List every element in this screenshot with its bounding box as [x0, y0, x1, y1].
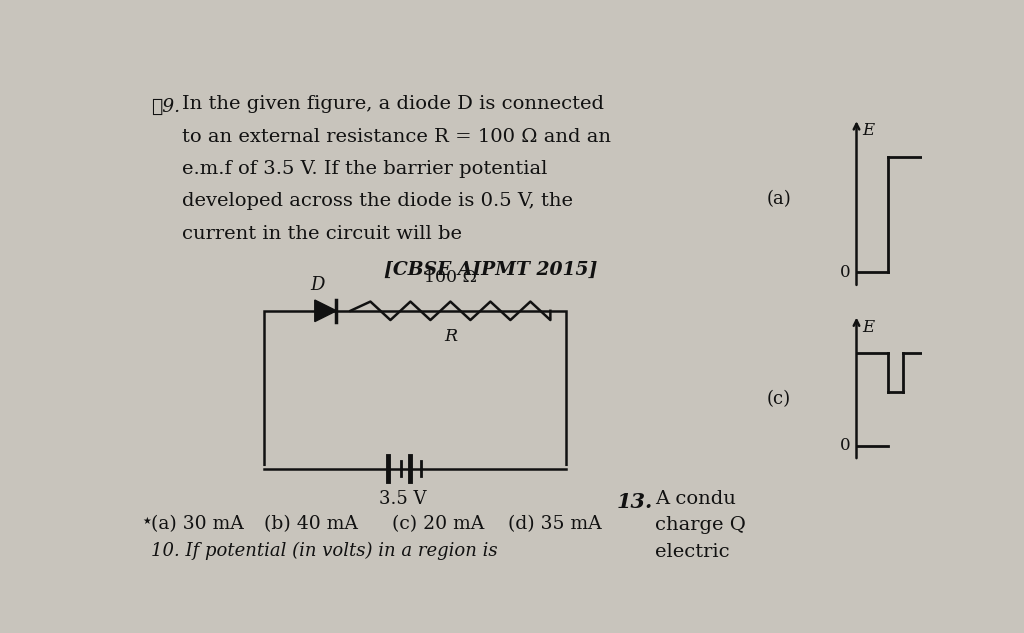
Text: developed across the diode is 0.5 V, the: developed across the diode is 0.5 V, the — [182, 192, 573, 210]
Polygon shape — [314, 300, 337, 322]
Text: A condu: A condu — [655, 490, 736, 508]
Text: (d) 35 mA: (d) 35 mA — [508, 515, 601, 533]
Text: electric: electric — [655, 542, 730, 561]
Text: 0: 0 — [840, 264, 850, 281]
Text: e.m.f of 3.5 V. If the barrier potential: e.m.f of 3.5 V. If the barrier potential — [182, 160, 548, 178]
Text: In the given figure, a diode D is connected: In the given figure, a diode D is connec… — [182, 95, 604, 113]
Bar — [263, 311, 566, 468]
Text: (c): (c) — [767, 391, 792, 408]
Text: [CBSE AIPMT 2015]: [CBSE AIPMT 2015] — [384, 261, 597, 279]
Text: to an external resistance R = 100 Ω and an: to an external resistance R = 100 Ω and … — [182, 128, 611, 146]
Text: (c) 20 mA: (c) 20 mA — [391, 515, 483, 533]
Text: 13.: 13. — [616, 492, 652, 511]
Text: E: E — [862, 318, 874, 335]
Text: (a): (a) — [767, 190, 792, 208]
Text: E: E — [862, 122, 874, 139]
Text: R: R — [443, 328, 457, 345]
Text: ★: ★ — [142, 517, 151, 527]
Text: 10. If potential (in volts) in a region is: 10. If potential (in volts) in a region … — [152, 542, 498, 560]
Text: (a) 30 mA: (a) 30 mA — [152, 515, 244, 533]
Text: current in the circuit will be: current in the circuit will be — [182, 225, 462, 242]
Text: (b) 40 mA: (b) 40 mA — [263, 515, 357, 533]
Text: 0: 0 — [840, 437, 850, 454]
Text: 3.5 V: 3.5 V — [379, 490, 427, 508]
Text: charge Q: charge Q — [655, 517, 745, 534]
Text: ⧹9.: ⧹9. — [152, 97, 180, 115]
Text: 100 Ω: 100 Ω — [424, 269, 477, 286]
Text: D: D — [310, 276, 325, 294]
